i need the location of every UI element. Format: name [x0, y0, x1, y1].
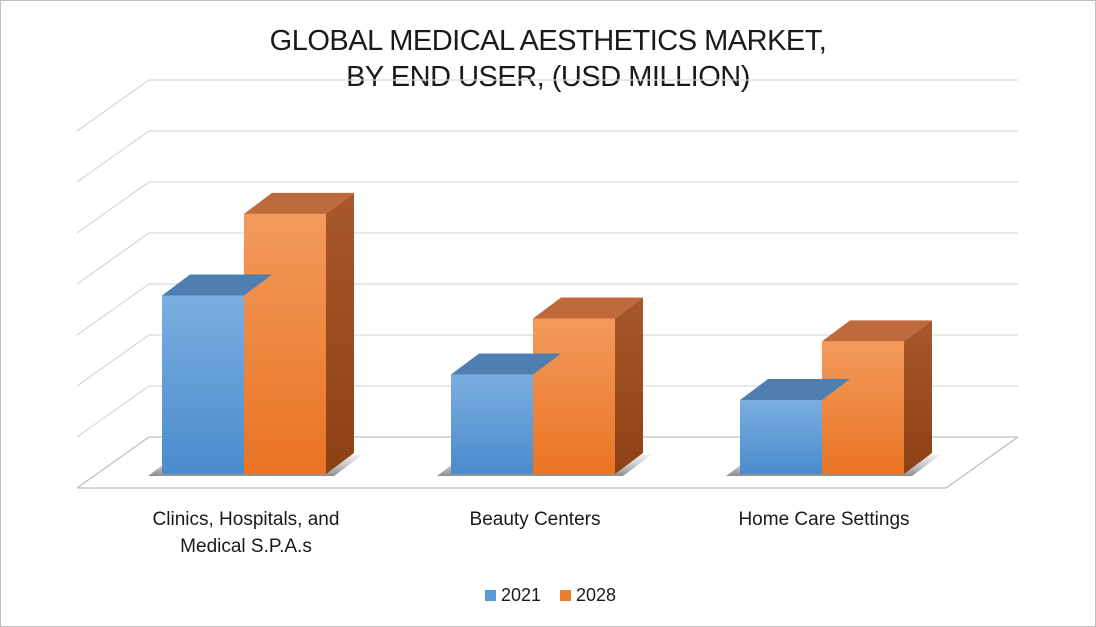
bar-side [904, 320, 932, 474]
bar-front [162, 295, 244, 474]
legend-label-2028: 2028 [576, 585, 616, 605]
bar-top [162, 274, 272, 296]
chart-title: GLOBAL MEDICAL AESTHETICS MARKET, BY END… [1, 23, 1095, 95]
chart-title-line-2: BY END USER, (USD MILLION) [346, 61, 750, 93]
bar-front [822, 341, 904, 474]
gridline-diagonal [76, 385, 150, 438]
gridline-diagonal [76, 130, 150, 183]
category-label: Beauty Centers [470, 509, 601, 530]
bar-side [326, 192, 354, 474]
chart-title-line-1: GLOBAL MEDICAL AESTHETICS MARKET, [269, 25, 827, 57]
bar-2021-2 [740, 379, 850, 474]
legend-swatch-2028 [560, 590, 571, 601]
bar-2021-1 [451, 353, 561, 474]
bar-front [451, 374, 533, 474]
bar-2028-0 [244, 192, 354, 474]
gridline-diagonal [76, 79, 150, 132]
floor-right-edge [945, 436, 1019, 489]
bar-2028-2 [822, 320, 932, 474]
legend: 2021 2028 [485, 585, 616, 605]
legend-swatch-2021 [485, 590, 496, 601]
gridline-diagonal [76, 232, 150, 285]
category-label: Home Care Settings [738, 509, 909, 530]
bar-top [740, 379, 850, 401]
gridline-diagonal [76, 283, 150, 336]
bar-front [244, 213, 326, 474]
bar-2021-0 [162, 274, 272, 474]
bar-front [533, 318, 615, 474]
category-label: Clinics, Hospitals, and Medical S.P.A.s [153, 509, 340, 557]
bar-front [740, 400, 822, 474]
bar-top [533, 297, 643, 319]
gridline-diagonal [76, 436, 150, 489]
bar-2028-1 [533, 297, 643, 474]
gridline-diagonal [76, 334, 150, 387]
bars-layer [162, 192, 932, 474]
legend-label-2021: 2021 [501, 585, 541, 605]
bar-top [822, 320, 932, 342]
bar-side [615, 297, 643, 474]
bar-top [451, 353, 561, 375]
gridline-diagonal [76, 181, 150, 234]
category-labels: Clinics, Hospitals, and Medical S.P.A.s Be… [153, 509, 910, 557]
bar-top [244, 192, 354, 214]
